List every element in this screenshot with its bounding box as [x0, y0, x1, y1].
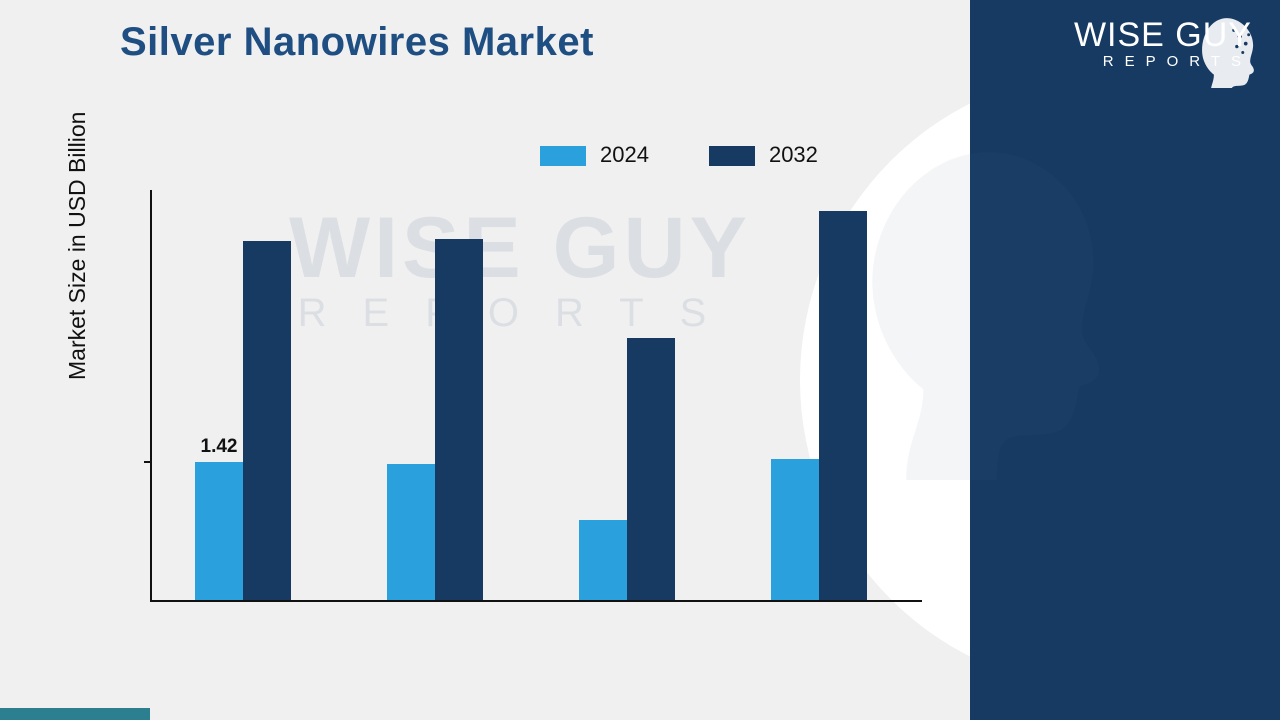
bottom-accent-bar	[0, 708, 150, 720]
bar	[435, 239, 483, 600]
bar	[243, 241, 291, 600]
chart-canvas: WISE GUY REPORTS Silver Nanowires Market…	[0, 0, 1280, 720]
legend-item-2032: 2032	[709, 142, 818, 168]
bar-value-label: 1.42	[189, 436, 249, 458]
chart-title: Silver Nanowires Market	[120, 20, 594, 65]
bar	[195, 462, 243, 600]
y-axis-tick	[144, 461, 152, 463]
bar	[627, 338, 675, 600]
bar	[771, 459, 819, 600]
bar	[579, 520, 627, 600]
legend-label-2024: 2024	[600, 142, 649, 167]
plot-area: SensorsEnergyStorageConductiveInksTransp…	[150, 190, 922, 602]
legend-swatch-2032	[709, 146, 755, 166]
legend-item-2024: 2024	[540, 142, 649, 168]
legend: 2024 2032	[540, 142, 818, 168]
bar	[387, 464, 435, 600]
y-axis-label: Market Size in USD Billion	[64, 112, 91, 380]
brand-logo: WISE GUY REPORTS	[1074, 18, 1252, 69]
bar	[819, 211, 867, 600]
legend-swatch-2024	[540, 146, 586, 166]
legend-label-2032: 2032	[769, 142, 818, 167]
brand-line1: WISE GUY	[1074, 18, 1252, 52]
brand-line2: REPORTS	[1074, 54, 1252, 69]
